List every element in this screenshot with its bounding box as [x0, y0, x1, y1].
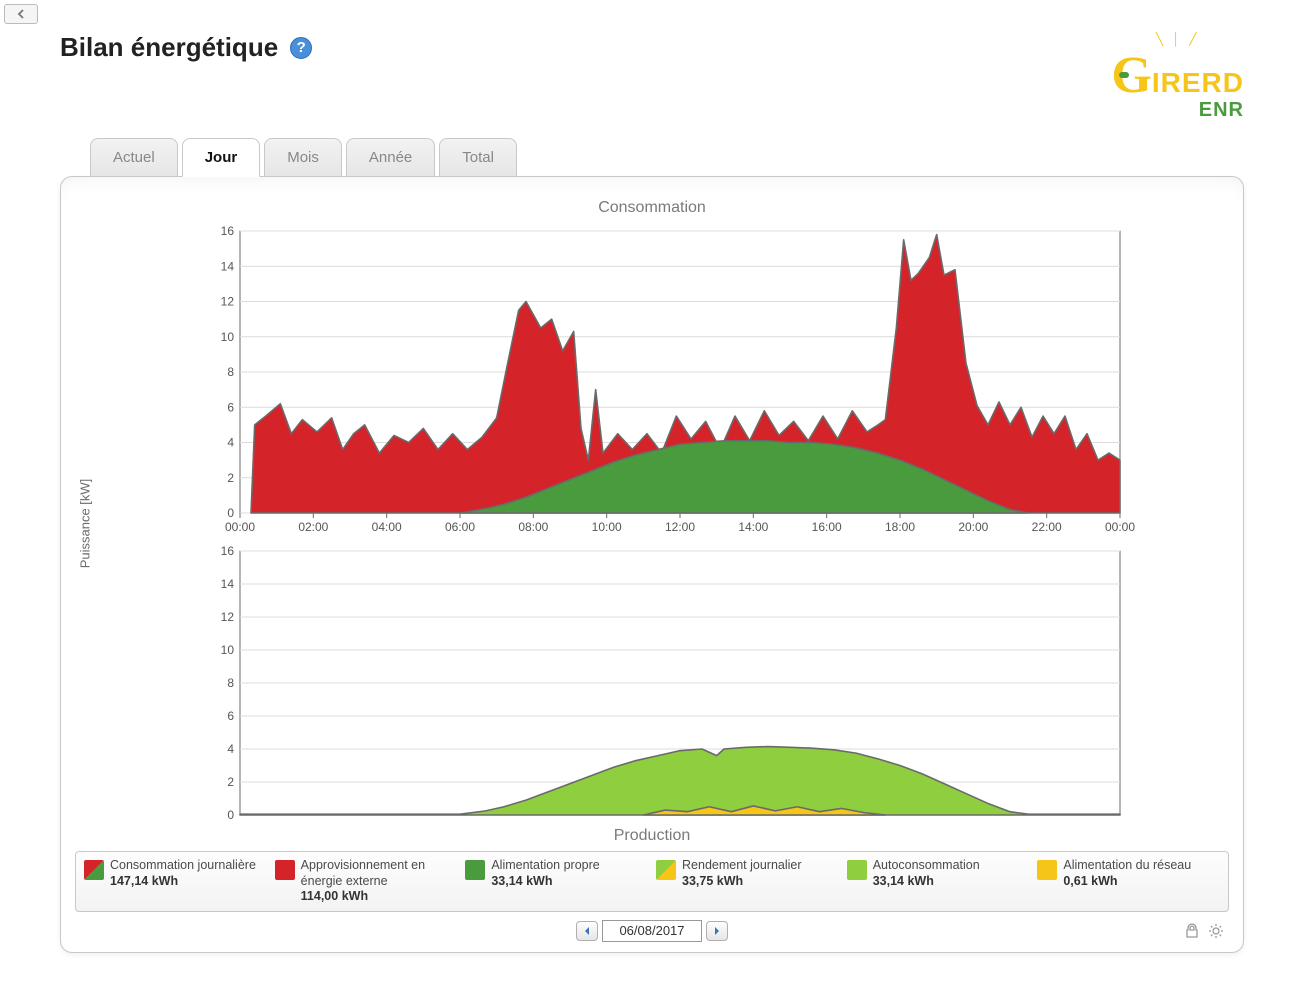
svg-text:18:00: 18:00: [885, 520, 915, 534]
tab-actuel[interactable]: Actuel: [90, 138, 178, 176]
svg-text:16: 16: [221, 544, 235, 558]
svg-text:2: 2: [227, 471, 234, 485]
svg-text:0: 0: [227, 506, 234, 520]
svg-text:04:00: 04:00: [372, 520, 402, 534]
tab-mois[interactable]: Mois: [264, 138, 342, 176]
legend-item: Rendement journalier33,75 kWh: [656, 858, 839, 905]
svg-text:16: 16: [221, 224, 235, 238]
svg-text:22:00: 22:00: [1032, 520, 1062, 534]
lock-icon[interactable]: [1183, 922, 1201, 940]
svg-text:00:00: 00:00: [225, 520, 255, 534]
production-chart: 0 2 4 6 8 10 12 14 16: [95, 543, 1229, 823]
svg-text:02:00: 02:00: [298, 520, 328, 534]
svg-text:12:00: 12:00: [665, 520, 695, 534]
prev-date-button[interactable]: [576, 921, 598, 941]
svg-text:2: 2: [227, 775, 234, 789]
svg-text:4: 4: [227, 436, 234, 450]
svg-text:6: 6: [227, 400, 234, 414]
settings-icon[interactable]: [1207, 922, 1225, 940]
legend-item: Autoconsommation33,14 kWh: [847, 858, 1030, 905]
next-date-button[interactable]: [706, 921, 728, 941]
svg-text:20:00: 20:00: [958, 520, 988, 534]
svg-text:16:00: 16:00: [812, 520, 842, 534]
date-input[interactable]: [602, 920, 702, 942]
page-title: Bilan énergétique: [60, 32, 278, 63]
svg-text:00:00: 00:00: [1105, 520, 1135, 534]
svg-text:4: 4: [227, 742, 234, 756]
svg-text:10:00: 10:00: [592, 520, 622, 534]
svg-text:14: 14: [221, 577, 235, 591]
svg-text:10: 10: [221, 330, 235, 344]
tab-année[interactable]: Année: [346, 138, 435, 176]
legend-item: Consommation journalière147,14 kWh: [84, 858, 267, 905]
svg-text:6: 6: [227, 709, 234, 723]
svg-text:0: 0: [227, 808, 234, 822]
svg-text:14:00: 14:00: [738, 520, 768, 534]
y-axis-label: Puissance [kW]: [78, 478, 93, 568]
bottom-chart-title: Production: [75, 827, 1229, 845]
legend-item: Alimentation propre33,14 kWh: [465, 858, 648, 905]
legend: Consommation journalière147,14 kWhApprov…: [75, 851, 1229, 912]
svg-text:10: 10: [221, 643, 235, 657]
consumption-chart: 0 2 4 6 8 10 12 14 16 00:00 02:00 04:00 06:00 08:00 10…: [95, 223, 1229, 543]
svg-text:14: 14: [221, 259, 235, 273]
brand-logo: ╲ │ ╱ GIRERD ENR: [1111, 32, 1244, 122]
tab-jour[interactable]: Jour: [182, 138, 261, 177]
tab-total[interactable]: Total: [439, 138, 517, 176]
svg-text:12: 12: [221, 295, 235, 309]
legend-item: Approvisionnement en énergie externe114,…: [275, 858, 458, 905]
help-icon[interactable]: ?: [290, 37, 312, 59]
chart-panel: Consommation Puissance [kW] 0 2 4 6 8 10 12 14 1…: [60, 176, 1244, 953]
svg-text:08:00: 08:00: [518, 520, 548, 534]
legend-item: Alimentation du réseau0,61 kWh: [1037, 858, 1220, 905]
svg-text:06:00: 06:00: [445, 520, 475, 534]
svg-text:8: 8: [227, 365, 234, 379]
svg-text:8: 8: [227, 676, 234, 690]
svg-text:12: 12: [221, 610, 235, 624]
time-range-tabs: ActuelJourMoisAnnéeTotal: [90, 138, 1244, 176]
top-chart-title: Consommation: [75, 199, 1229, 217]
